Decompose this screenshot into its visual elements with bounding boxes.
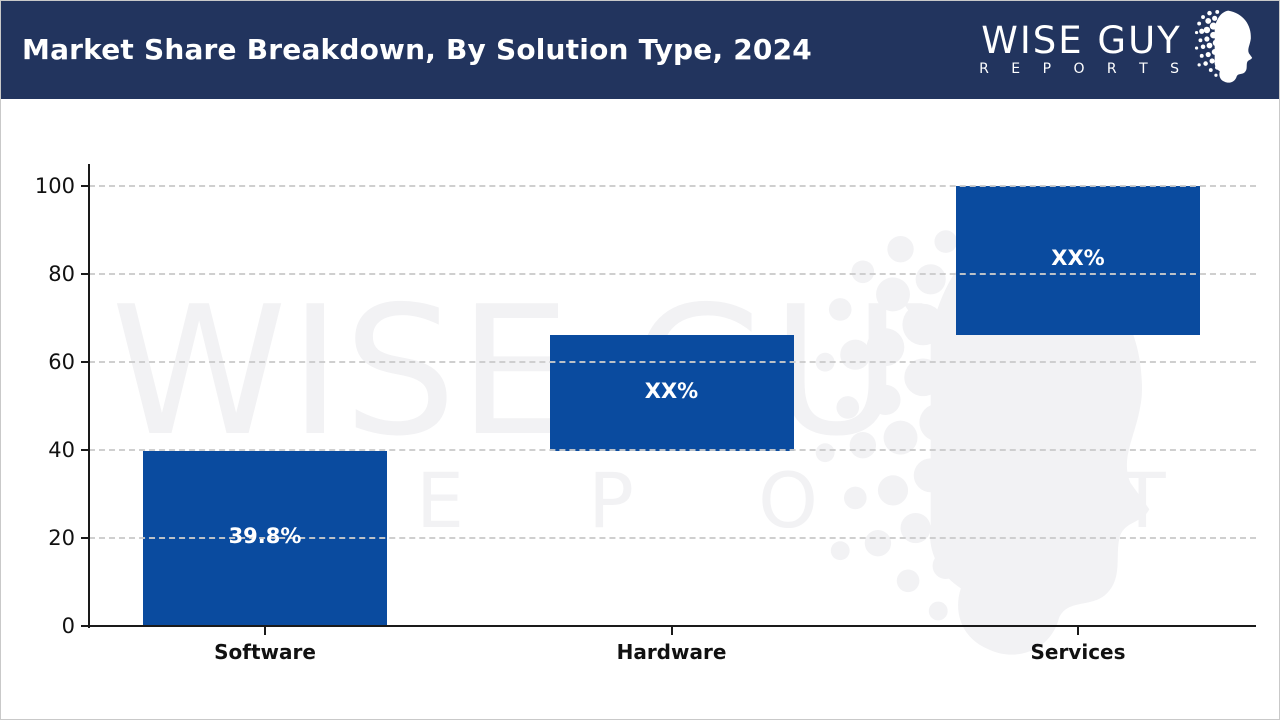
wise-guy-reports-logo: WISE GUY R E P O R T S: [975, 8, 1258, 92]
y-tick-mark-0: [81, 625, 89, 627]
y-axis-line: [88, 164, 90, 628]
x-axis-line: [88, 625, 1256, 627]
logo-head-icon: [1194, 9, 1253, 83]
bar-hardware: [549, 334, 794, 451]
gridline-60: [89, 361, 1256, 363]
bar-value-label-services: XX%: [1051, 246, 1105, 271]
logo-name: WISE GUY: [981, 18, 1182, 62]
x-tick-label-hardware: Hardware: [616, 640, 727, 664]
gridline-80: [89, 273, 1256, 275]
y-tick-label-40: 40: [48, 438, 75, 462]
y-tick-label-20: 20: [48, 526, 75, 550]
y-tick-label-80: 80: [48, 262, 75, 286]
x-tick-label-services: Services: [1030, 640, 1126, 664]
x-tick-mark-services: [1077, 627, 1079, 635]
bar-value-label-software: 39.8%: [228, 524, 302, 549]
gridline-100: [89, 185, 1256, 187]
gridline-40: [89, 449, 1256, 451]
y-tick-mark-80: [81, 273, 89, 275]
bar-value-label-hardware: XX%: [644, 378, 699, 403]
x-tick-label-software: Software: [214, 640, 316, 664]
gridline-20: [89, 537, 1256, 539]
y-tick-mark-40: [81, 449, 89, 451]
x-tick-mark-software: [264, 627, 266, 635]
y-tick-mark-100: [81, 185, 89, 187]
header-bar: Market Share Breakdown, By Solution Type…: [1, 1, 1279, 99]
x-tick-mark-hardware: [670, 627, 673, 635]
y-tick-label-0: 0: [61, 614, 75, 638]
logo-text: WISE GUY R E P O R T S: [975, 18, 1188, 78]
chart-title: Market Share Breakdown, By Solution Type…: [22, 33, 812, 66]
logo-subtitle: R E P O R T S: [979, 61, 1188, 78]
y-tick-label-60: 60: [48, 350, 75, 374]
y-tick-label-100: 100: [34, 174, 75, 198]
y-tick-mark-20: [81, 537, 89, 539]
y-tick-mark-60: [81, 361, 89, 363]
